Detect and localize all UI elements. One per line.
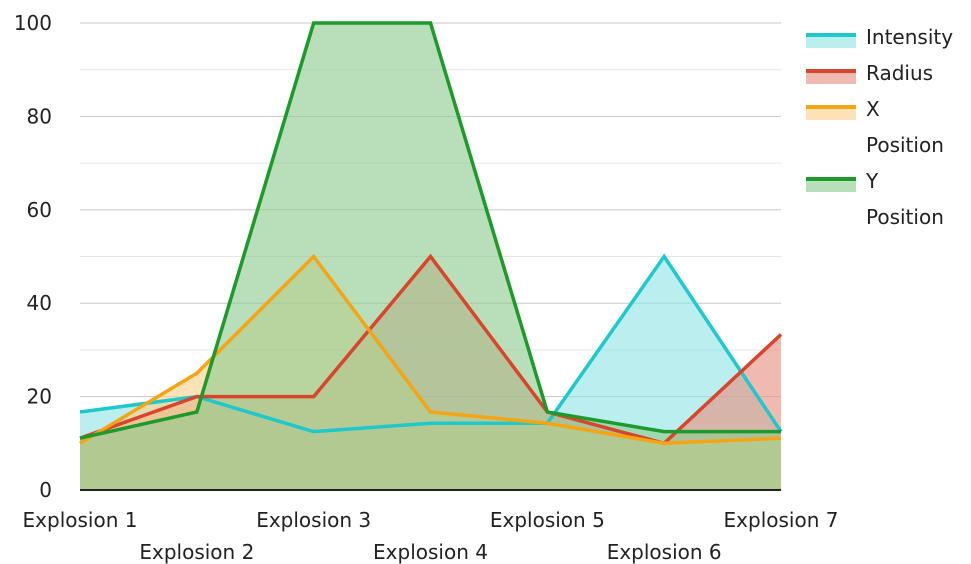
x-tick-label: Explosion 5 [490,508,605,532]
x-tick-label: Explosion 1 [23,508,138,532]
line-y-position [79,21,781,440]
legend-swatch-fill [806,34,856,48]
line-x-position [79,253,782,446]
x-tick-label: Explosion 6 [607,540,722,564]
x-tick-label: Explosion 2 [139,540,254,564]
x-tick-label: Explosion 3 [256,508,371,532]
y-tick-label: 60 [27,198,52,222]
x-tick-label: Explosion 4 [373,540,488,564]
y-tick-label: 40 [27,291,52,315]
legend-swatch-fill [806,70,856,84]
y-tick-label: 0 [39,478,52,502]
legend-label: X Position [866,97,944,157]
legend-swatch-fill [806,106,856,120]
series-lines [79,21,783,446]
legend: Intensity Radius X Position Y Position [806,25,953,229]
legend-item-radius: Radius [806,61,933,85]
x-tick-label: Explosion 7 [724,508,839,532]
legend-item-x-position: X Position [806,97,944,157]
y-tick-label: 20 [27,385,52,409]
y-tick-label: 80 [27,104,52,128]
legend-label: Radius [866,61,933,85]
legend-label: Y Position [865,169,944,229]
legend-item-intensity: Intensity [806,25,953,49]
y-tick-label: 100 [14,11,52,35]
legend-swatch-fill [806,178,856,192]
legend-label: Intensity [866,25,953,49]
legend-item-y-position: Y Position [806,169,944,229]
